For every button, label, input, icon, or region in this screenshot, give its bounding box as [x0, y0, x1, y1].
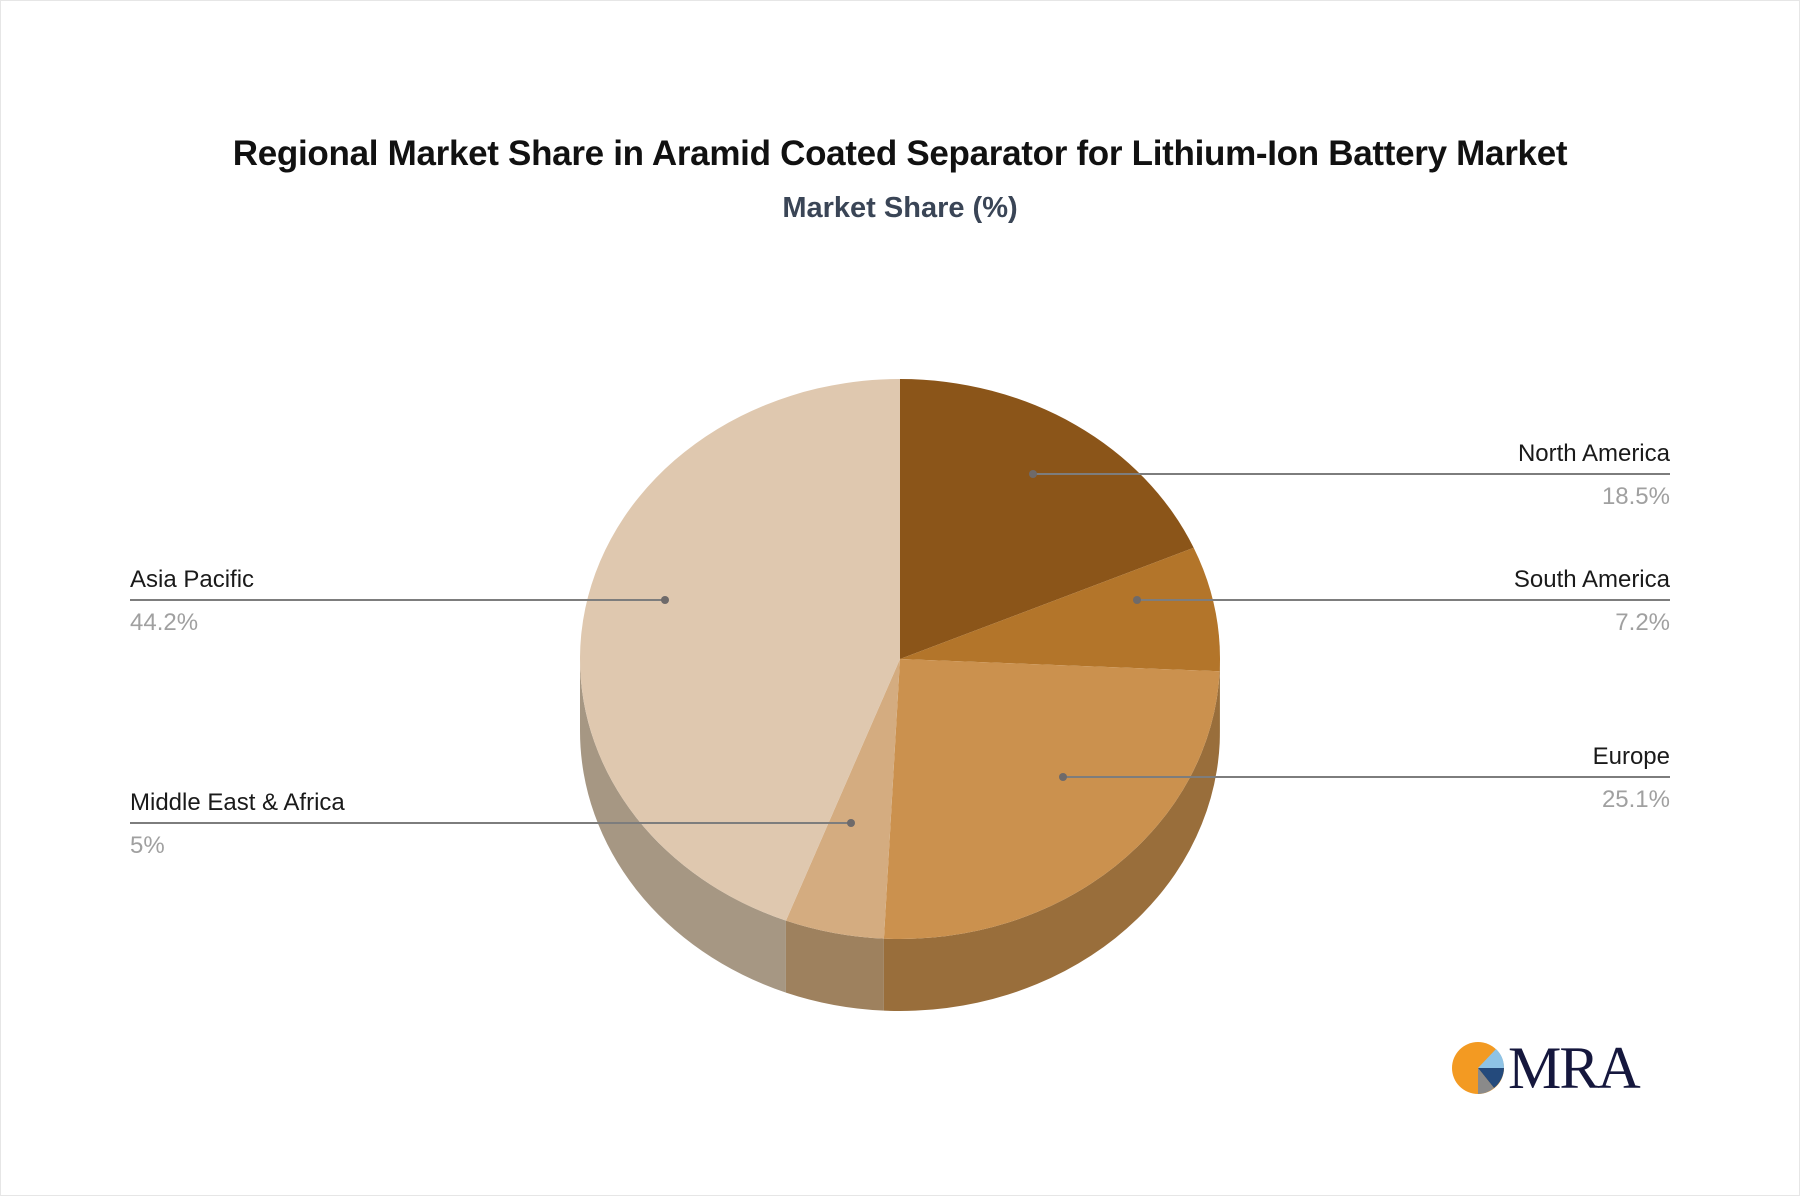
pie-side-asia-pacific — [580, 659, 786, 993]
leader-dot — [1029, 470, 1037, 478]
value-middle-east-africa: 5% — [130, 832, 165, 859]
pie-slice-europe[interactable] — [883, 659, 1220, 940]
chart-title: Regional Market Share in Aramid Coated S… — [232, 134, 1568, 173]
value-north-america: 18.5% — [1601, 483, 1670, 510]
pie-slice-north-america[interactable] — [900, 379, 1194, 659]
label-middle-east-africa: Middle East & Africa — [130, 789, 345, 816]
value-asia-pacific: 44.2% — [130, 609, 199, 636]
pie-logo-icon — [1452, 1042, 1505, 1094]
leader-dot — [847, 819, 855, 827]
value-south-america: 7.2% — [1615, 609, 1670, 636]
mra-logo: MRA — [1450, 1035, 1641, 1101]
pie-slice-middle-east-africa[interactable] — [785, 659, 900, 939]
label-north-america: North America — [1517, 440, 1670, 467]
label-south-america: South America — [1513, 566, 1670, 593]
leader-dot — [661, 596, 669, 604]
label-asia-pacific: Asia Pacific — [130, 566, 255, 593]
label-europe: Europe — [1592, 743, 1670, 770]
leader-dot — [1059, 773, 1067, 781]
pie-side-middle-east-africa — [785, 920, 884, 1011]
leader-dot — [1133, 596, 1141, 604]
value-europe: 25.1% — [1601, 786, 1670, 813]
logo-text: MRA — [1508, 1035, 1641, 1101]
pie-side-europe — [883, 671, 1220, 1011]
chart-subtitle: Market Share (%) — [782, 192, 1018, 224]
pie-slice-south-america[interactable] — [900, 547, 1220, 672]
pie-slice-asia-pacific[interactable] — [579, 379, 900, 921]
